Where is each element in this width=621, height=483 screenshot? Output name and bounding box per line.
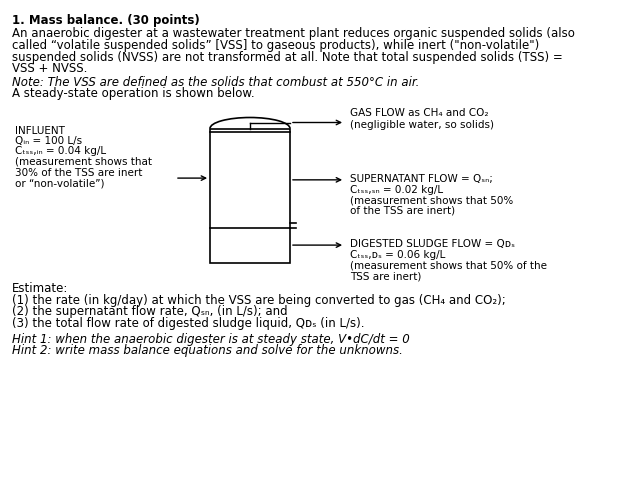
Text: 1. Mass balance. (30 points): 1. Mass balance. (30 points) [12,14,200,27]
Text: (2) the supernatant flow rate, Qₛₙ, (in L/s); and: (2) the supernatant flow rate, Qₛₙ, (in … [12,306,288,318]
Text: or “non-volatile”): or “non-volatile”) [15,178,104,188]
Text: GAS FLOW as CH₄ and CO₂: GAS FLOW as CH₄ and CO₂ [350,109,489,118]
Text: Qᵢₙ = 100 L/s: Qᵢₙ = 100 L/s [15,136,82,146]
Text: of the TSS are inert): of the TSS are inert) [350,206,455,216]
Text: called “volatile suspended solids” [VSS] to gaseous products), while inert ("non: called “volatile suspended solids” [VSS]… [12,39,539,52]
Text: (negligible water, so solids): (negligible water, so solids) [350,119,494,129]
Text: INFLUENT: INFLUENT [15,126,65,136]
Text: SUPERNATANT FLOW = Qₛₙ;: SUPERNATANT FLOW = Qₛₙ; [350,174,493,184]
Text: Cₜₛₛ,ᵢₙ = 0.04 kg/L: Cₜₛₛ,ᵢₙ = 0.04 kg/L [15,146,106,156]
Text: 30% of the TSS are inert: 30% of the TSS are inert [15,168,142,177]
Text: (3) the total flow rate of digested sludge liquid, Qᴅₛ (in L/s).: (3) the total flow rate of digested slud… [12,317,365,330]
Text: Estimate:: Estimate: [12,283,68,296]
Text: Cₜₛₛ,ₛₙ = 0.02 kg/L: Cₜₛₛ,ₛₙ = 0.02 kg/L [350,185,443,195]
Text: Cₜₛₛ,ᴅₛ = 0.06 kg/L: Cₜₛₛ,ᴅₛ = 0.06 kg/L [350,250,445,260]
Text: (1) the rate (in kg/day) at which the VSS are being converted to gas (CH₄ and CO: (1) the rate (in kg/day) at which the VS… [12,294,505,307]
Bar [210,128,290,262]
Text: DIGESTED SLUDGE FLOW = Qᴅₛ: DIGESTED SLUDGE FLOW = Qᴅₛ [350,239,515,249]
Text: Note: The VSS are defined as the solids that combust at 550°C in air.: Note: The VSS are defined as the solids … [12,75,419,88]
Text: (measurement shows that 50%: (measurement shows that 50% [350,195,513,205]
Text: An anaerobic digester at a wastewater treatment plant reduces organic suspended : An anaerobic digester at a wastewater tr… [12,28,575,41]
Text: A steady-state operation is shown below.: A steady-state operation is shown below. [12,87,255,100]
Text: (measurement shows that: (measurement shows that [15,157,152,167]
Text: suspended solids (NVSS) are not transformed at all. Note that total suspended so: suspended solids (NVSS) are not transfor… [12,51,563,63]
Text: VSS + NVSS.: VSS + NVSS. [12,62,88,75]
Text: Hint 1: when the anaerobic digester is at steady state, V•dC/dt = 0: Hint 1: when the anaerobic digester is a… [12,332,410,345]
Text: (measurement shows that 50% of the: (measurement shows that 50% of the [350,261,547,270]
Text: Hint 2: write mass balance equations and solve for the unknowns.: Hint 2: write mass balance equations and… [12,344,403,357]
Text: TSS are inert): TSS are inert) [350,271,422,281]
